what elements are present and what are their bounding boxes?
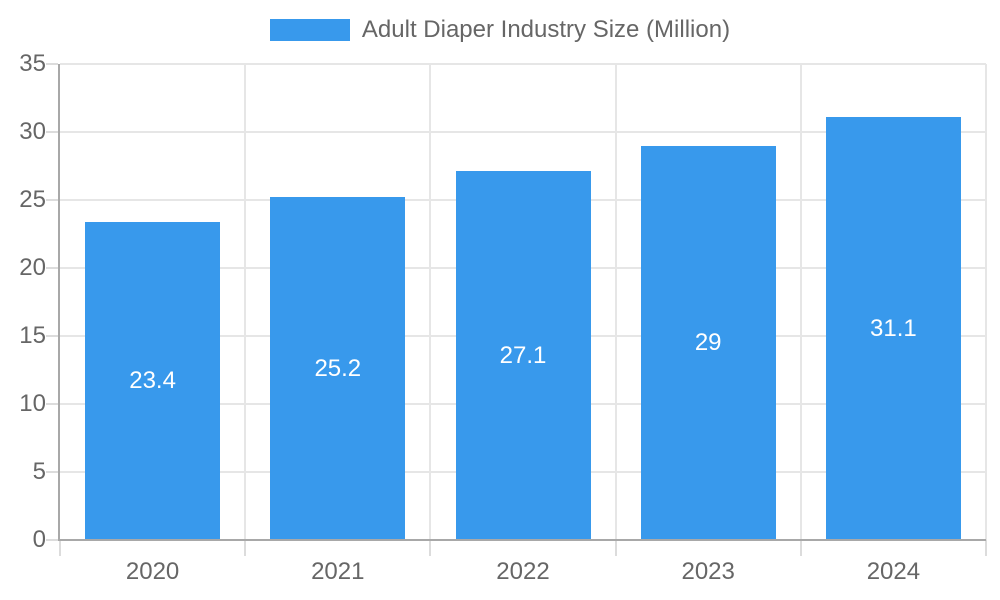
x-gridline — [985, 64, 987, 540]
plot-area: 23.4 25.2 27.1 29 31.1 — [60, 63, 987, 540]
x-tick-label: 2022 — [496, 558, 550, 585]
y-axis-line — [58, 64, 60, 540]
y-tick-label: 0 — [32, 526, 46, 553]
bar-data-label: 31.1 — [870, 314, 917, 342]
bar-data-label: 29 — [694, 328, 722, 356]
bar-data-label: 27.1 — [499, 341, 547, 369]
x-tick-mark — [429, 540, 432, 556]
chart-legend[interactable]: Adult Diaper Industry Size (Million) — [0, 16, 1000, 44]
x-tick-mark — [59, 540, 61, 556]
x-gridline — [244, 64, 247, 540]
x-gridline — [614, 64, 617, 540]
y-gridline — [60, 63, 986, 65]
y-tick-label: 20 — [19, 254, 46, 281]
y-gridline — [60, 131, 986, 133]
x-tick-mark — [244, 540, 247, 556]
y-tick-label: 10 — [19, 390, 46, 417]
y-tick-label: 25 — [19, 186, 46, 213]
x-gridline — [799, 64, 802, 540]
x-tick-label: 2024 — [866, 558, 921, 585]
x-tick-label: 2021 — [311, 558, 365, 585]
legend-swatch-icon — [269, 19, 350, 41]
y-tick-label: 5 — [32, 458, 46, 485]
x-gridline — [429, 64, 432, 540]
bar-2022[interactable]: 27.1 — [455, 171, 591, 540]
x-axis-line — [58, 539, 986, 541]
y-tick-label: 30 — [19, 118, 46, 145]
x-tick-mark — [614, 540, 617, 556]
y-tick-mark — [46, 63, 58, 65]
y-tick-mark — [46, 199, 58, 201]
y-tick-mark — [46, 471, 58, 473]
y-tick-mark — [46, 539, 58, 541]
legend-label: Adult Diaper Industry Size (Million) — [361, 16, 731, 43]
bar-2021[interactable]: 25.2 — [270, 197, 406, 540]
x-tick-label: 2020 — [125, 558, 180, 585]
y-tick-mark — [46, 335, 58, 337]
y-tick-mark — [46, 131, 58, 133]
y-tick-mark — [46, 267, 58, 269]
bar-data-label: 23.4 — [129, 366, 176, 394]
bar-2023[interactable]: 29 — [640, 145, 776, 540]
bar-2024[interactable]: 31.1 — [825, 117, 961, 540]
x-tick-label: 2023 — [681, 558, 735, 585]
x-tick-mark — [985, 540, 987, 556]
x-tick-mark — [799, 540, 802, 556]
y-tick-mark — [46, 403, 58, 405]
y-tick-label: 15 — [19, 322, 46, 349]
bar-2020[interactable]: 23.4 — [85, 221, 221, 540]
bar-data-label: 25.2 — [314, 354, 362, 382]
y-tick-label: 35 — [19, 50, 46, 77]
